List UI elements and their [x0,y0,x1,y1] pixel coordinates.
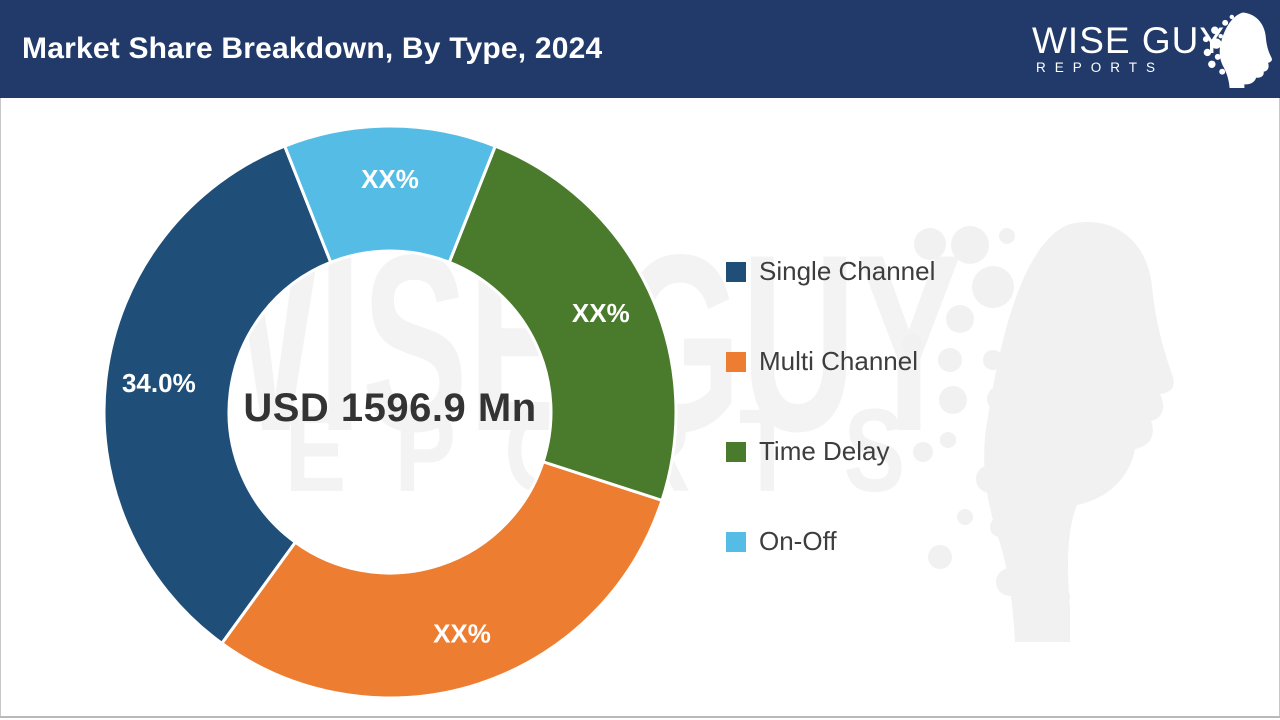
legend-item-multi-channel: Multi Channel [726,348,935,375]
left-border [0,98,1,718]
donut-slice-on-off [283,124,497,264]
legend-label: Time Delay [759,436,890,466]
bottom-border [0,716,1280,718]
donut-slice-single-channel [102,144,333,645]
slice-label: XX% [572,298,630,328]
legend-label: Multi Channel [759,346,918,376]
page-title: Market Share Breakdown, By Type, 2024 [22,32,603,65]
donut-chart: 34.0% XX% XX% XX% [102,124,678,700]
legend-label: Single Channel [759,256,936,286]
legend-label: On-Off [759,526,837,556]
legend-swatch-icon [726,441,746,462]
logo-tagline: REPORTS [1036,60,1165,75]
legend-swatch-icon [726,531,746,552]
legend: Single Channel Multi Channel Time Delay … [726,258,935,555]
slice-label: XX% [433,619,491,649]
donut-slice-multi-channel [220,460,664,700]
legend-item-single-channel: Single Channel [726,258,935,285]
legend-item-time-delay: Time Delay [726,438,935,465]
logo-face-icon [1202,12,1272,88]
donut-slice-time-delay [447,144,678,502]
legend-item-on-off: On-Off [726,528,935,555]
slice-label: XX% [361,164,419,194]
wiseguy-logo: WISE GUY REPORTS [1020,8,1272,92]
legend-swatch-icon [726,351,746,372]
slice-label: 34.0% [122,368,196,398]
legend-swatch-icon [726,261,746,282]
logo-wordmark: WISE GUY [1032,20,1226,61]
header: Market Share Breakdown, By Type, 2024 WI… [0,0,1280,98]
chart-center-value: USD 1596.9 Mn [243,386,537,430]
